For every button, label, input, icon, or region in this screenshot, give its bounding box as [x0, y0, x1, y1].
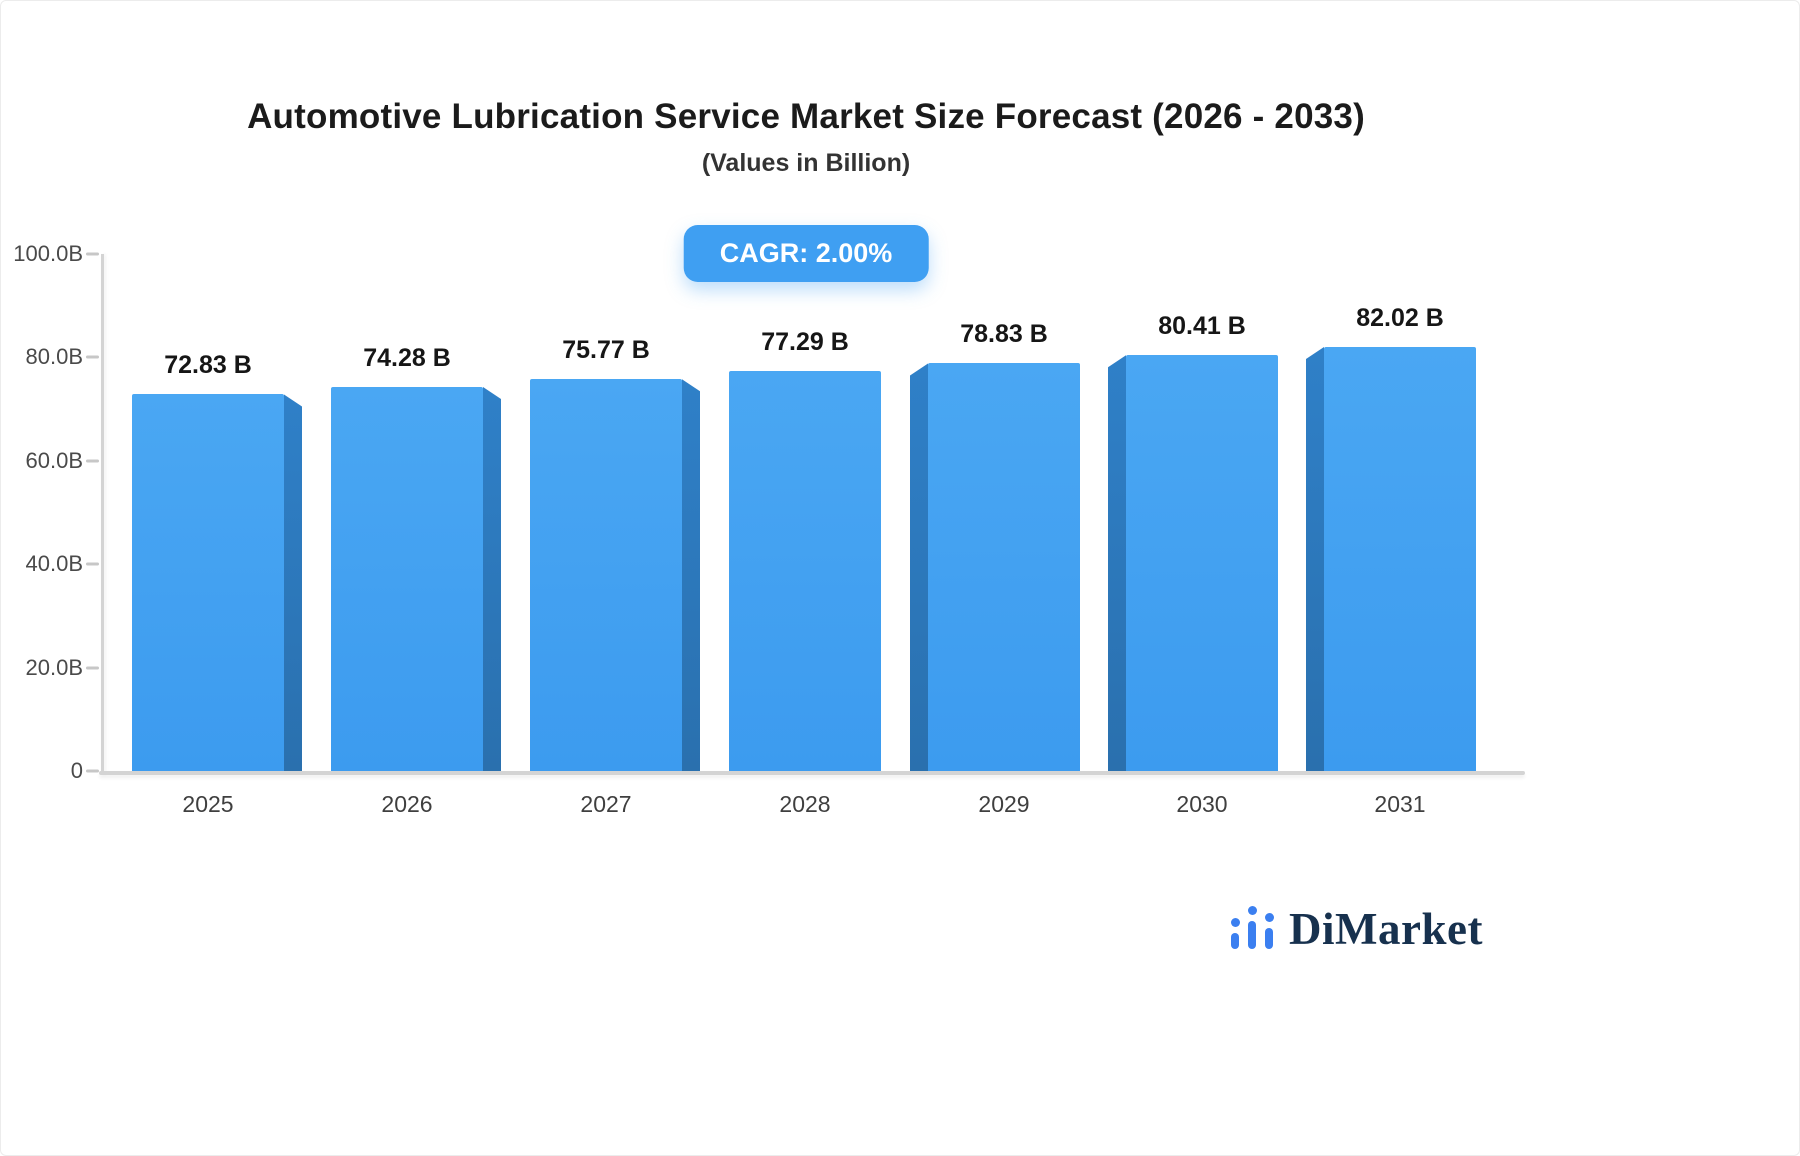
y-tick-label: 0	[70, 758, 83, 783]
x-axis-line	[99, 771, 1525, 775]
chart-title: Automotive Lubrication Service Market Si…	[247, 97, 1365, 136]
y-tick-mark	[86, 562, 99, 566]
bar-2027: 75.77 B 2027	[530, 254, 700, 817]
bar-face	[928, 363, 1080, 771]
y-tick-label: 20.0B	[25, 654, 84, 680]
bar-value-label: 75.77 B	[562, 336, 650, 365]
y-tick-label: 80.0B	[25, 344, 84, 370]
x-axis-label: 2030	[1176, 791, 1228, 817]
dimarket-logo: DiMarket	[1229, 901, 1483, 955]
bar-face	[1324, 346, 1476, 771]
bar-value-label: 78.83 B	[960, 320, 1048, 349]
bar-3d-side	[910, 363, 928, 771]
bar-face	[729, 371, 881, 771]
y-tick-label: 60.0B	[25, 447, 84, 473]
x-axis-label: 2026	[381, 791, 433, 817]
logo-text: DiMarket	[1289, 904, 1483, 955]
bar-3d-side	[1306, 346, 1324, 771]
y-tick-label: 40.0B	[25, 551, 84, 577]
bar-3d-side	[1108, 355, 1126, 771]
bar-face	[132, 394, 284, 771]
bar-3d-side	[483, 386, 501, 771]
bar-value-label: 77.29 B	[761, 328, 849, 357]
bar-2026: 74.28 B 2026	[331, 254, 501, 817]
bar-value-label: 80.41 B	[1158, 312, 1246, 341]
bar-3d-side	[682, 379, 700, 771]
y-tick-mark	[86, 666, 99, 670]
y-axis-line	[101, 254, 104, 775]
bar-face	[331, 386, 483, 771]
bar-2025: 72.83 B 2025	[132, 254, 302, 817]
bar-3d-side	[284, 394, 302, 771]
y-tick-mark	[86, 355, 99, 359]
y-tick-label: 100.0B	[13, 241, 83, 266]
x-axis-label: 2028	[779, 791, 831, 817]
bar-face	[530, 379, 682, 771]
bar-2030: 80.41 B 2030	[1108, 254, 1278, 817]
plot-area: 100.0B 80.0B 60.0B 40.0B 20.0B 0 72.83 B…	[13, 241, 1525, 817]
y-tick-mark	[86, 459, 99, 463]
bar-value-label: 82.02 B	[1356, 303, 1444, 332]
chart-subtitle: (Values in Billion)	[701, 149, 911, 177]
bar-chart-dots-icon	[1229, 901, 1277, 951]
bar-value-label: 72.83 B	[164, 351, 252, 380]
x-axis-label: 2025	[182, 791, 234, 817]
bar-face	[1126, 355, 1278, 771]
bar-value-label: 74.28 B	[363, 343, 451, 372]
bar-2029: 78.83 B 2029	[910, 254, 1080, 817]
x-axis-label: 2029	[978, 791, 1030, 817]
x-axis-label: 2031	[1374, 791, 1426, 817]
bar-2031: 82.02 B 2031	[1306, 254, 1476, 817]
y-tick-mark	[86, 252, 99, 256]
bar-2028: 77.29 B 2028	[729, 254, 881, 817]
x-axis-label: 2027	[580, 791, 632, 817]
y-tick-mark	[86, 769, 99, 773]
cagr-badge: CAGR: 2.00%	[683, 225, 929, 282]
